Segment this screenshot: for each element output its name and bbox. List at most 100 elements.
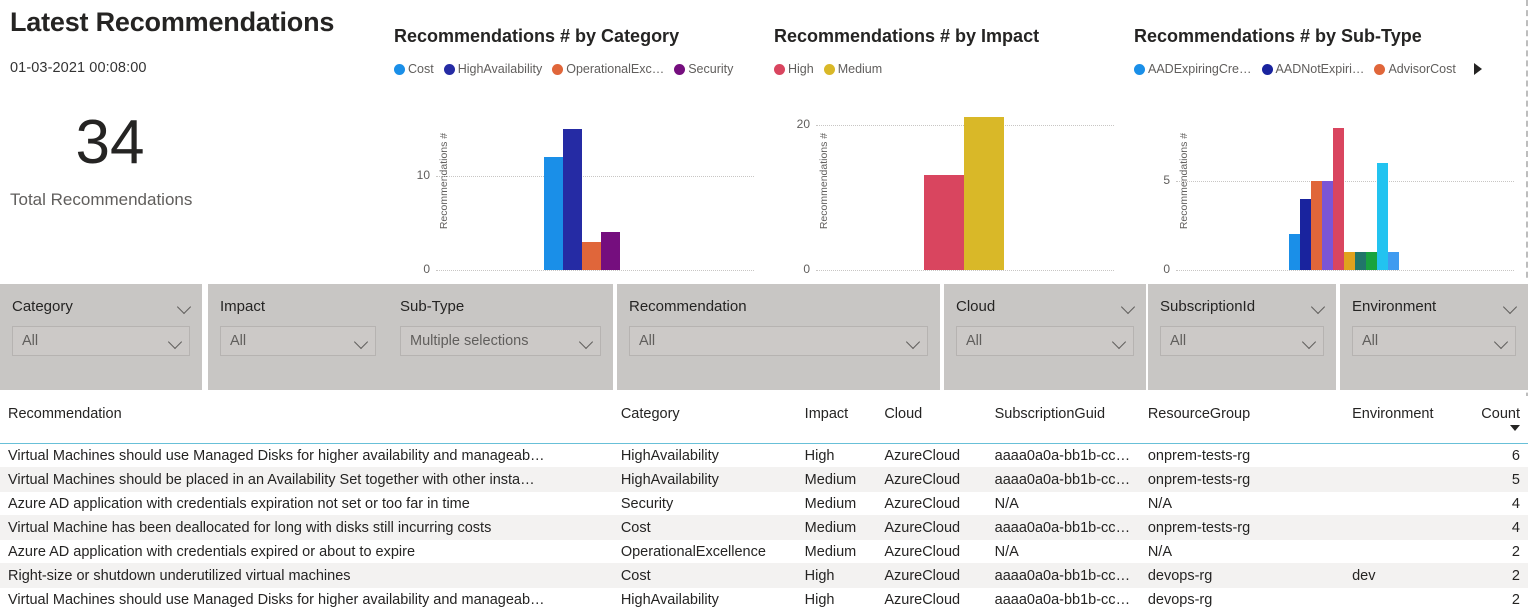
legend-label: Security	[688, 62, 734, 76]
legend-item[interactable]: AADExpiringCre…	[1134, 62, 1252, 76]
legend-swatch-icon	[1261, 63, 1273, 75]
cell-environment	[1344, 443, 1467, 468]
chart-title: Recommendations # by Impact	[774, 26, 1040, 46]
cell-cloud: AzureCloud	[876, 539, 987, 564]
table-row[interactable]: Virtual Machine has been deallocated for…	[0, 515, 1528, 540]
table-row[interactable]: Virtual Machines should use Managed Disk…	[0, 587, 1528, 610]
column-header-resourcegroup[interactable]: ResourceGroup	[1139, 396, 1345, 444]
chevron-down-icon[interactable]	[179, 301, 190, 312]
chevron-down-icon[interactable]	[1304, 336, 1315, 347]
column-header-impact[interactable]: Impact	[796, 396, 877, 444]
filter-dropdown[interactable]: All	[956, 326, 1134, 356]
chart-plot-area: Recommendations # 0 10	[394, 92, 758, 276]
legend-item[interactable]: HighAvailability	[443, 62, 543, 76]
bar[interactable]	[563, 128, 582, 270]
legend-item[interactable]: Medium	[823, 62, 882, 76]
cell-category: Security	[612, 491, 797, 516]
filter-dropdown[interactable]: All	[1352, 326, 1516, 356]
chevron-down-icon[interactable]	[1123, 301, 1134, 312]
recommendations-table-container[interactable]: Recommendation Category Impact Cloud Subscri…	[0, 396, 1528, 610]
recommendations-table: Recommendation Category Impact Cloud Subscri…	[0, 396, 1528, 610]
legend-item[interactable]: Security	[674, 62, 733, 76]
cell-resourcegroup: onprem-tests-rg	[1139, 515, 1345, 540]
gridline	[436, 270, 754, 271]
filter-category[interactable]: Category All	[0, 284, 202, 390]
chevron-down-icon[interactable]	[356, 336, 367, 347]
chevron-down-icon[interactable]	[908, 336, 919, 347]
bar[interactable]	[924, 175, 964, 270]
cell-cloud: AzureCloud	[876, 587, 987, 610]
chevron-down-icon[interactable]	[1505, 301, 1516, 312]
cell-cloud: AzureCloud	[876, 491, 987, 516]
cell-category: Cost	[612, 563, 797, 588]
filter-environment[interactable]: Environment All	[1340, 284, 1528, 390]
filter-dropdown[interactable]: All	[220, 326, 376, 356]
bar[interactable]	[1311, 181, 1322, 270]
cell-count: 2	[1466, 587, 1528, 610]
column-header-category[interactable]: Category	[612, 396, 797, 444]
legend-item[interactable]: AdvisorCost	[1374, 62, 1456, 76]
bar[interactable]	[601, 232, 620, 270]
legend-next-arrow-icon[interactable]	[1473, 63, 1482, 75]
legend-item[interactable]: High	[774, 62, 814, 76]
chevron-down-icon[interactable]	[581, 336, 592, 347]
legend-item[interactable]: AADNotExpiri…	[1261, 62, 1364, 76]
filter-recommendation[interactable]: Recommendation All	[617, 284, 940, 390]
filter-dropdown[interactable]: All	[12, 326, 190, 356]
bar[interactable]	[1377, 163, 1388, 270]
bar[interactable]	[582, 241, 601, 270]
table-row[interactable]: Virtual Machines should be placed in an …	[0, 467, 1528, 492]
chart-card-impact[interactable]: Recommendations # by Impact High Medium Rec…	[766, 0, 1126, 278]
page-title: Latest Recommendations	[10, 7, 335, 37]
table-row[interactable]: Azure AD application with credentials ex…	[0, 539, 1528, 564]
table-row[interactable]: Virtual Machines should use Managed Disk…	[0, 443, 1528, 468]
cell-count: 6	[1466, 443, 1528, 468]
filter-dropdown[interactable]: Multiple selections	[400, 326, 601, 356]
legend-item[interactable]: OperationalExc…	[552, 62, 664, 76]
bar[interactable]	[964, 117, 1004, 270]
filter-dropdown[interactable]: All	[1160, 326, 1324, 356]
column-header-subscriptionguid[interactable]: SubscriptionGuid	[986, 396, 1140, 444]
bar[interactable]	[1388, 252, 1399, 270]
filter-dropdown[interactable]: All	[629, 326, 928, 356]
bar[interactable]	[1289, 234, 1300, 270]
filter-impact[interactable]: Impact All	[208, 284, 388, 390]
cell-subscriptionguid: aaaa0a0a-bb1b-cc2c…	[986, 443, 1140, 468]
cell-subscriptionguid: N/A	[986, 491, 1140, 516]
bar[interactable]	[544, 157, 563, 270]
table-row[interactable]: Azure AD application with credentials ex…	[0, 491, 1528, 516]
bar[interactable]	[1355, 252, 1366, 270]
cell-impact: Medium	[796, 515, 877, 540]
chart-card-subtype[interactable]: Recommendations # by Sub-Type AADExpiring…	[1126, 0, 1526, 278]
legend-label: HighAvailability	[457, 62, 543, 76]
bar[interactable]	[1300, 198, 1311, 270]
filter-cloud[interactable]: Cloud All	[944, 284, 1146, 390]
y-axis-tick-label: 20	[796, 116, 810, 131]
column-header-environment[interactable]: Environment	[1344, 396, 1467, 444]
chevron-down-icon[interactable]	[1313, 301, 1324, 312]
cell-resourcegroup: devops-rg	[1139, 587, 1345, 610]
legend-swatch-icon	[552, 63, 564, 75]
y-axis-tick-label: 0	[1163, 262, 1170, 276]
table-row[interactable]: Right-size or shutdown underutilized vir…	[0, 563, 1528, 588]
chevron-down-icon[interactable]	[1496, 336, 1507, 347]
column-header-count[interactable]: Count	[1466, 396, 1528, 444]
filter-subscriptionid[interactable]: SubscriptionId All	[1148, 284, 1336, 390]
cell-environment	[1344, 515, 1467, 540]
legend-item[interactable]: Cost	[394, 62, 434, 76]
chevron-down-icon[interactable]	[1114, 336, 1125, 347]
chevron-down-icon[interactable]	[170, 336, 181, 347]
filter-bar: Category All Impact All Sub-Type Multiple sel…	[0, 278, 1528, 390]
filter-selected-value: All	[1170, 333, 1187, 349]
filter-sub-type[interactable]: Sub-Type Multiple selections	[388, 284, 613, 390]
bar[interactable]	[1333, 127, 1344, 270]
bar[interactable]	[1366, 252, 1377, 270]
kpi-card: Latest Recommendations 01-03-2021 00:08:…	[0, 0, 386, 278]
bar[interactable]	[1344, 252, 1355, 270]
column-header-recommendation[interactable]: Recommendation	[0, 396, 613, 444]
column-header-cloud[interactable]: Cloud	[876, 396, 987, 444]
chart-card-category[interactable]: Recommendations # by Category Cost HighAva…	[386, 0, 766, 278]
cell-impact: Medium	[796, 539, 877, 564]
bar[interactable]	[1322, 181, 1333, 270]
